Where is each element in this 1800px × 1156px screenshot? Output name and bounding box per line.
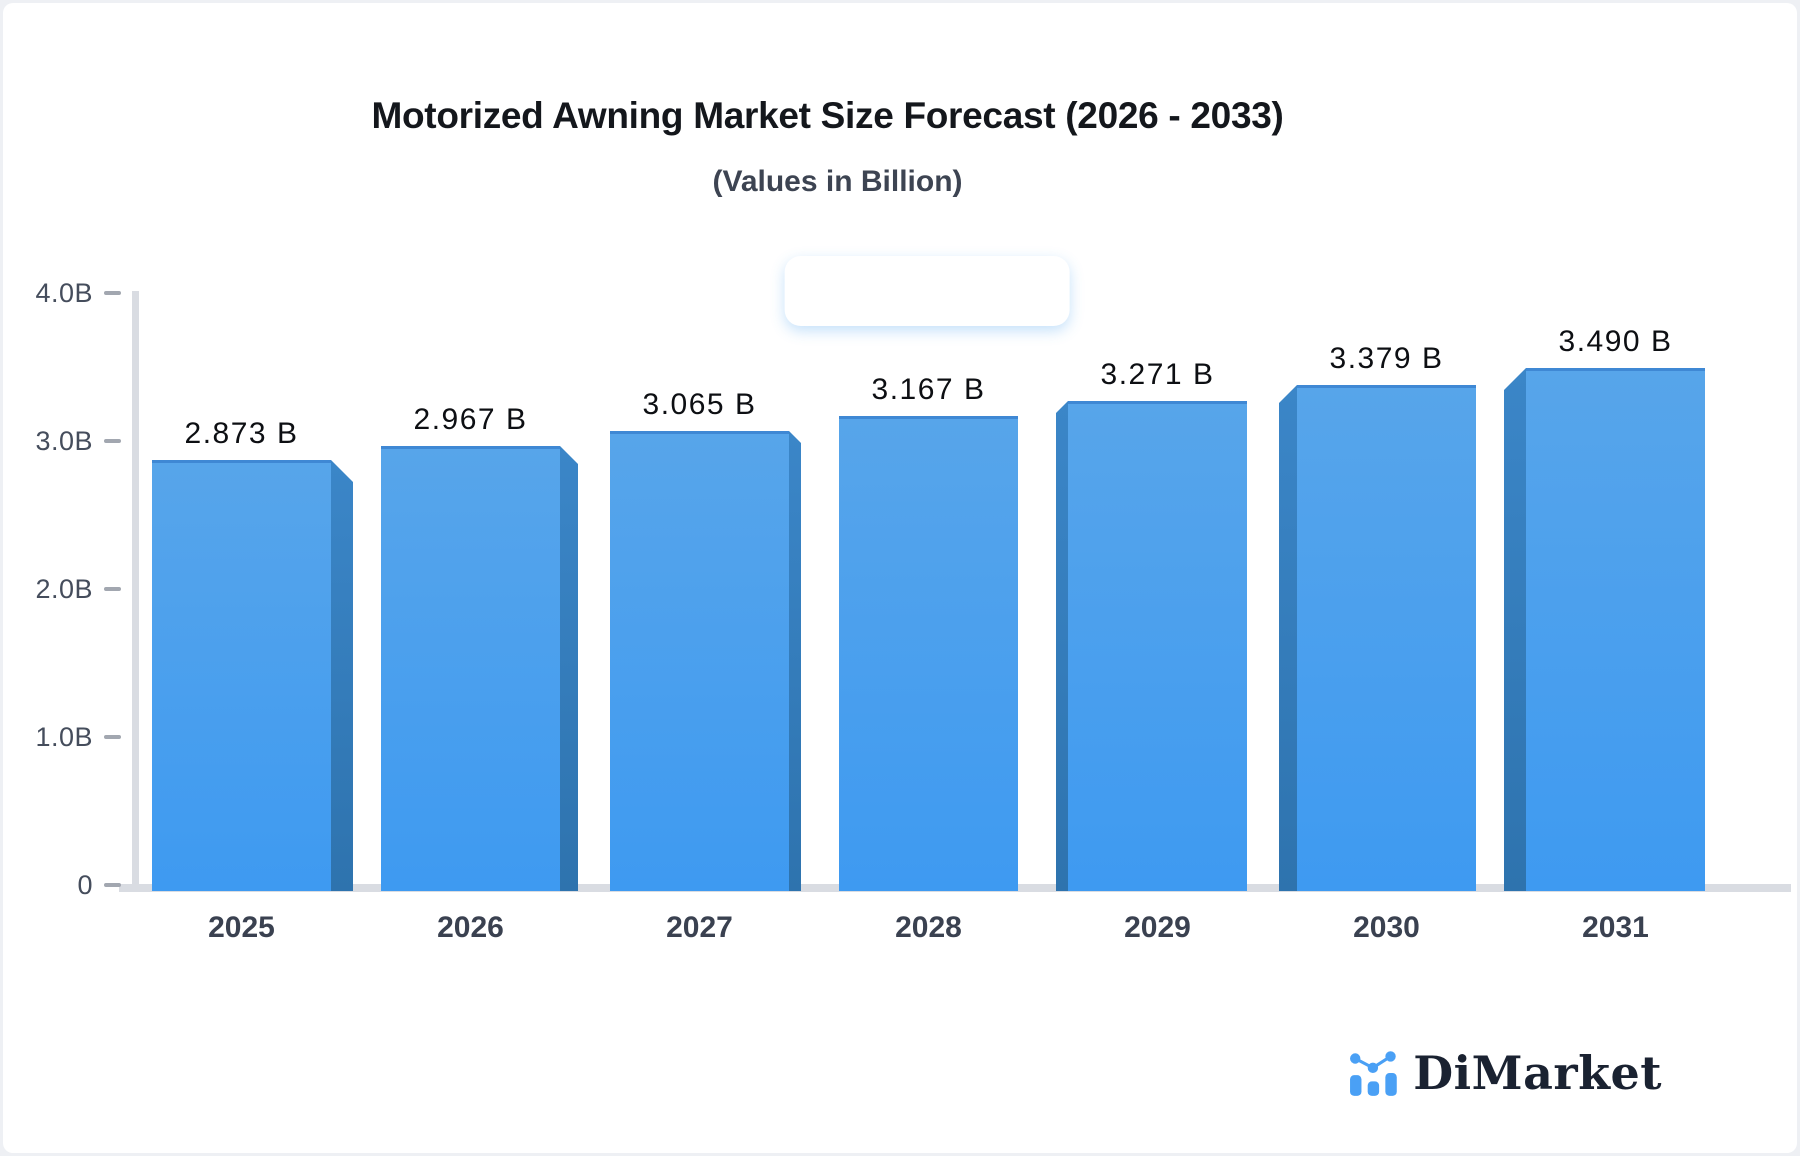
- x-axis-label: 2025: [208, 911, 275, 944]
- x-axis-label: 2026: [437, 911, 504, 944]
- y-axis-line: [132, 291, 139, 891]
- y-axis-tick-label: 3.0B: [35, 426, 93, 456]
- cagr-badge: CAGR: 3.30 %: [785, 256, 1070, 326]
- y-axis-tick-label: 0: [77, 870, 93, 900]
- bar-value-label: 3.490 B: [1558, 325, 1673, 358]
- x-axis-label: 2031: [1582, 911, 1649, 944]
- chart-subtitle: (Values in Billion): [712, 165, 963, 198]
- bar-2031-3d-side: [1504, 368, 1526, 891]
- bar-value-label: 3.065 B: [642, 388, 757, 421]
- brand-logo: DiMarket: [1349, 1048, 1662, 1096]
- x-axis-label: 2029: [1124, 911, 1191, 944]
- bar-2030-3d-side: [1279, 385, 1297, 891]
- y-axis-tick-mark: [104, 735, 121, 739]
- y-axis-tick-mark: [104, 291, 121, 295]
- bar-2025: [152, 460, 331, 891]
- bar-2031: [1526, 368, 1705, 891]
- y-axis-tick-mark: [104, 883, 121, 887]
- bar-2029: [1068, 401, 1247, 891]
- bar-value-label: 3.379 B: [1329, 342, 1444, 375]
- chart-title: Motorized Awning Market Size Forecast (2…: [371, 95, 1284, 136]
- bar-2026-3d-side: [560, 446, 578, 891]
- bar-value-label: 3.271 B: [1100, 358, 1215, 391]
- x-axis-label: 2027: [666, 911, 733, 944]
- plot-area: 4.0B 3.0B 2.0B 1.0B 0 2.873 B 2025 2.967 B 2026 3…: [3, 3, 1797, 1153]
- y-axis-tick-mark: [104, 587, 121, 591]
- bar-2025-3d-side: [331, 460, 353, 891]
- bar-2029-3d-side: [1056, 401, 1068, 891]
- bar-2030: [1297, 385, 1476, 891]
- chart-card: Motorized Awning Market Size Forecast (2…: [3, 3, 1797, 1153]
- x-axis-label: 2030: [1353, 911, 1420, 944]
- bar-value-label: 2.873 B: [184, 417, 299, 450]
- y-axis-tick-label: 1.0B: [35, 722, 93, 752]
- x-axis-label: 2028: [895, 911, 962, 944]
- y-axis-tick-label: 4.0B: [35, 278, 93, 308]
- y-axis-tick-label: 2.0B: [35, 574, 93, 604]
- bar-value-label: 3.167 B: [871, 373, 986, 406]
- bar-2028: [839, 416, 1018, 891]
- dimarket-bar-chart-icon: [1350, 1051, 1398, 1096]
- bar-2026: [381, 446, 560, 891]
- y-axis-tick-mark: [104, 439, 121, 443]
- bar-value-label: 2.967 B: [413, 403, 528, 436]
- bar-2027-3d-side: [789, 431, 801, 891]
- bar-2027: [610, 431, 789, 891]
- brand-name: DiMarket: [1413, 1046, 1662, 1100]
